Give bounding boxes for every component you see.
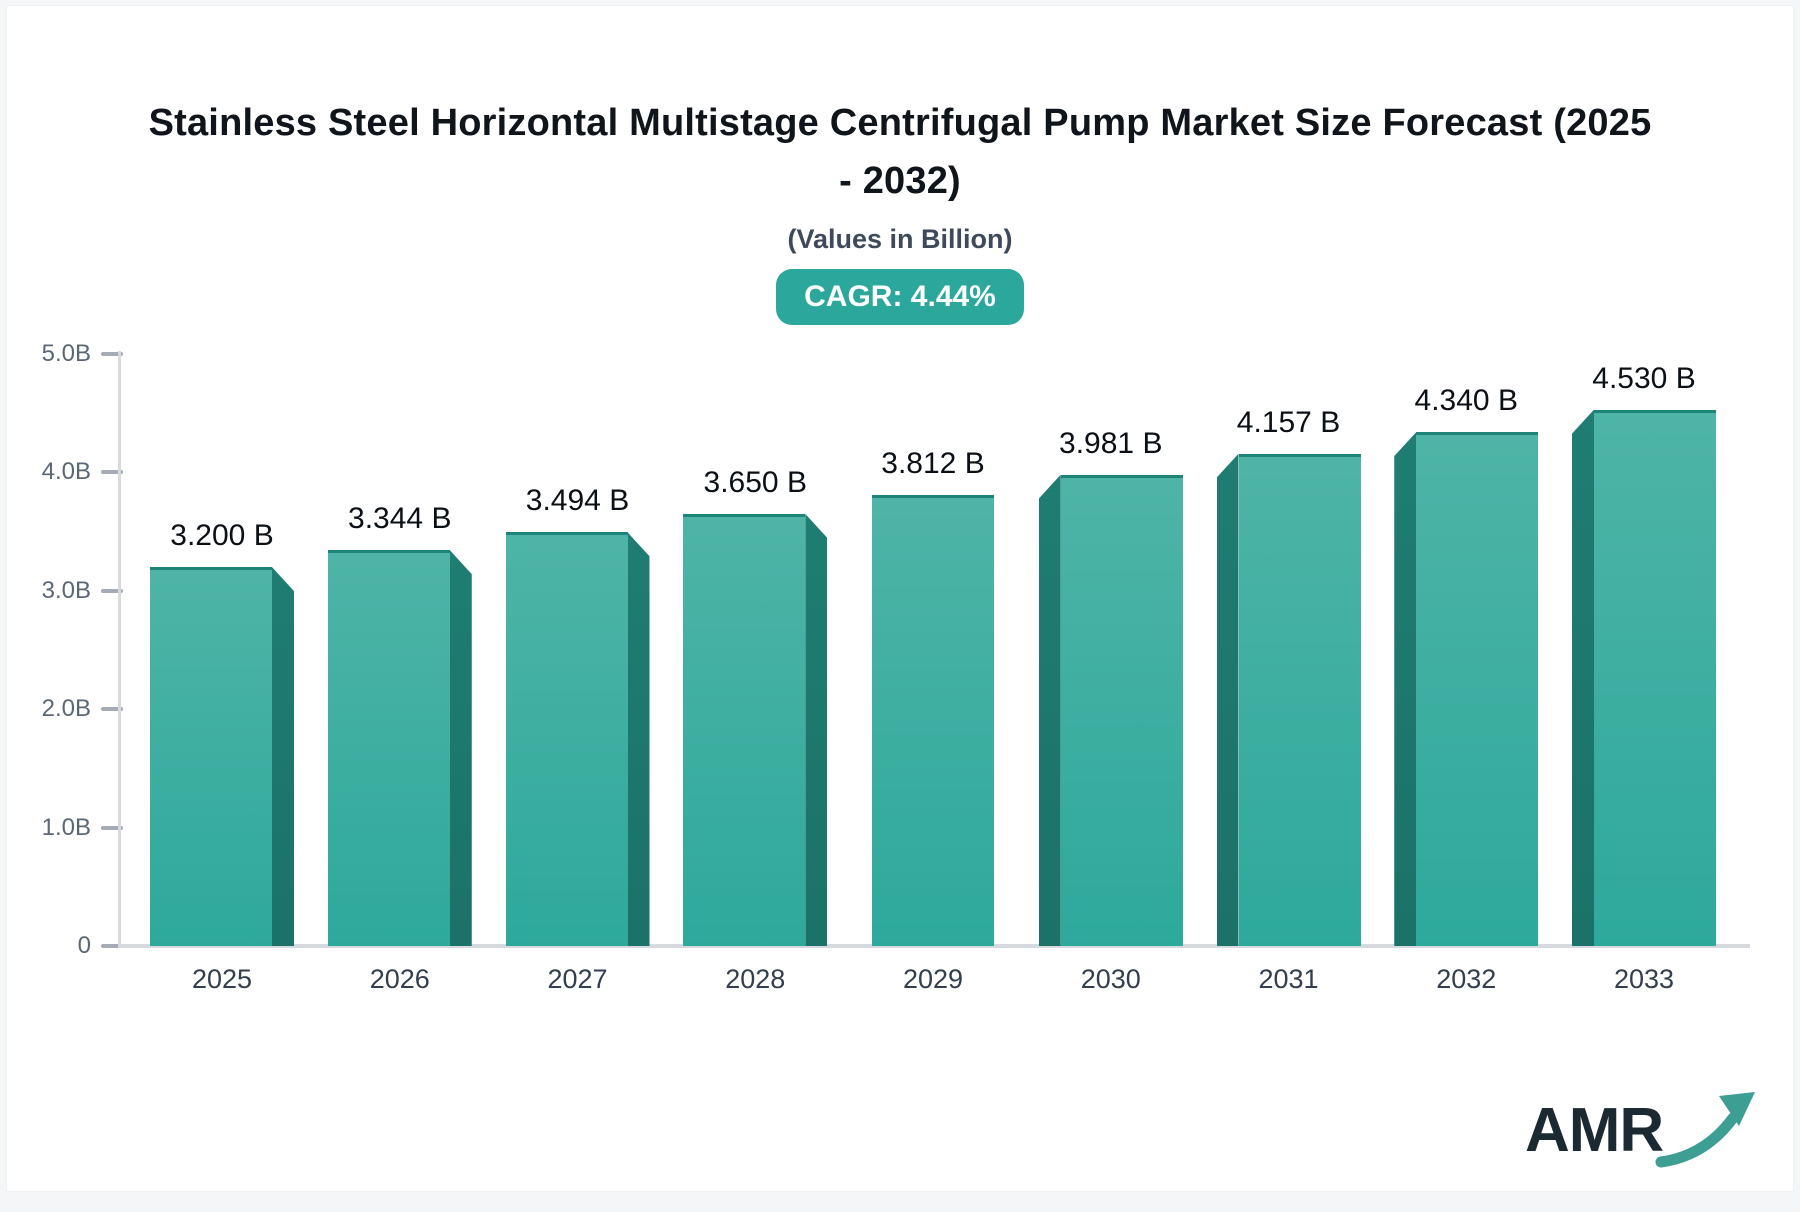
y-tick-label: 0 bbox=[77, 932, 91, 959]
y-tick-label: 1.0B bbox=[41, 813, 91, 841]
bar-2026[interactable] bbox=[327, 550, 450, 946]
x-tick-label-2027: 2027 bbox=[547, 964, 608, 994]
x-tick-label-2032: 2032 bbox=[1436, 964, 1497, 994]
bar-value-label-2031: 4.157 B bbox=[1236, 405, 1341, 439]
y-tick-mark bbox=[101, 352, 123, 356]
bar-2030[interactable] bbox=[1060, 474, 1183, 946]
bar-value-label-2026: 3.344 B bbox=[348, 502, 452, 536]
amr-logo: AMR bbox=[1525, 1086, 1757, 1174]
chart-subtitle: (Values in Billion) bbox=[787, 224, 1013, 254]
chart-header: Stainless Steel Horizontal Multistage Ce… bbox=[7, 94, 1793, 325]
y-tick-label: 4.0B bbox=[41, 458, 91, 486]
chart-card: Stainless Steel Horizontal Multistage Ce… bbox=[6, 5, 1794, 1192]
chart-plot-area: 5.0B 4.0B 3.0B 2.0B 1.0B 0 3.200 B 2025 3.344 B 2… bbox=[7, 6, 1793, 1191]
bar-value-label-2028: 3.650 B bbox=[703, 465, 807, 499]
bar-2032[interactable] bbox=[1416, 432, 1539, 946]
bar-side-panel-2031 bbox=[1216, 453, 1239, 946]
bar-side-panel-2028 bbox=[805, 513, 828, 946]
growth-arrow-icon bbox=[1655, 1092, 1756, 1168]
x-tick-label-2029: 2029 bbox=[902, 964, 964, 994]
bar-value-label-2033: 4.530 B bbox=[1592, 361, 1696, 395]
bar-2028[interactable] bbox=[683, 513, 806, 946]
bar-2029[interactable] bbox=[872, 494, 994, 946]
y-axis-line bbox=[118, 351, 121, 946]
y-tick-label: 2.0B bbox=[41, 695, 91, 723]
bar-side-panel-2026 bbox=[449, 550, 472, 946]
bar-2027[interactable] bbox=[505, 532, 628, 946]
bar-2031[interactable] bbox=[1238, 453, 1361, 946]
bar-value-label-2030: 3.981 B bbox=[1059, 426, 1163, 460]
bar-value-label-2032: 4.340 B bbox=[1414, 384, 1518, 418]
y-tick-mark bbox=[101, 825, 123, 830]
bar-2025[interactable] bbox=[150, 567, 272, 946]
bar-side-panel-2027 bbox=[627, 532, 650, 946]
bar-value-label-2027: 3.494 B bbox=[525, 484, 630, 518]
y-tick-mark bbox=[101, 707, 123, 712]
x-tick-label-2025: 2025 bbox=[191, 964, 253, 994]
x-tick-label-2031: 2031 bbox=[1258, 964, 1319, 994]
x-tick-label-2033: 2033 bbox=[1613, 964, 1675, 994]
y-tick-label: 3.0B bbox=[41, 576, 91, 604]
bar-side-panel-2030 bbox=[1038, 474, 1061, 946]
x-tick-label-2026: 2026 bbox=[369, 964, 430, 994]
y-tick-mark bbox=[101, 470, 123, 475]
bar-side-panel-2033 bbox=[1572, 409, 1594, 946]
bar-side-panel-2025 bbox=[272, 567, 294, 946]
bar-2033[interactable] bbox=[1594, 409, 1716, 946]
chart-title: Stainless Steel Horizontal Multistage Ce… bbox=[148, 102, 1652, 202]
bar-value-label-2029: 3.812 B bbox=[881, 446, 985, 480]
x-tick-label-2030: 2030 bbox=[1080, 964, 1141, 994]
cagr-badge: CAGR: 4.44% bbox=[776, 269, 1024, 325]
x-axis-line bbox=[118, 944, 1750, 948]
y-tick-mark bbox=[101, 588, 123, 593]
amr-logo-text: AMR bbox=[1525, 1095, 1664, 1165]
y-tick-label: 5.0B bbox=[41, 340, 91, 367]
bar-value-label-2025: 3.200 B bbox=[170, 519, 274, 553]
y-tick-mark bbox=[101, 944, 123, 948]
bar-side-panel-2032 bbox=[1394, 432, 1417, 946]
x-tick-label-2028: 2028 bbox=[725, 964, 786, 994]
